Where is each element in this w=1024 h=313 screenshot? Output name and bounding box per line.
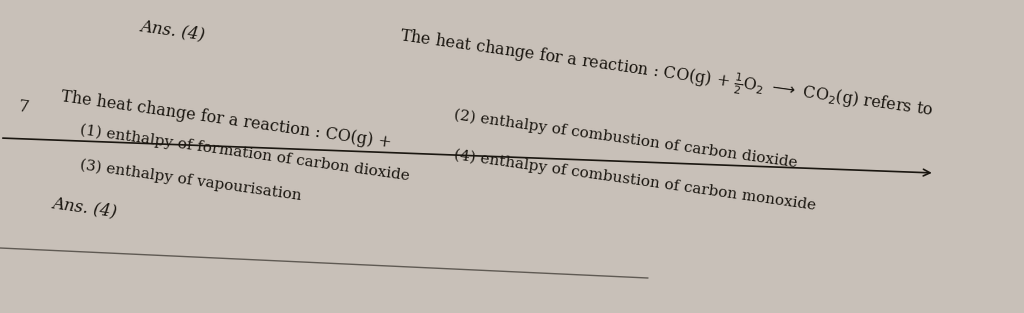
Text: Ans. (4): Ans. (4) xyxy=(139,18,206,44)
Text: (4) enthalpy of combustion of carbon monoxide: (4) enthalpy of combustion of carbon mon… xyxy=(454,148,817,213)
Text: The heat change for a reaction : CO(g) + $\frac{1}{2}$O$_2$ $\longrightarrow$ CO: The heat change for a reaction : CO(g) +… xyxy=(398,23,935,123)
Text: 7: 7 xyxy=(16,98,30,116)
Text: The heat change for a reaction : CO(g) +: The heat change for a reaction : CO(g) + xyxy=(60,88,393,151)
Text: Ans. (4): Ans. (4) xyxy=(51,195,118,221)
Text: (1) enthalpy of formation of carbon dioxide: (1) enthalpy of formation of carbon diox… xyxy=(79,123,411,183)
Text: (3) enthalpy of vapourisation: (3) enthalpy of vapourisation xyxy=(79,158,302,203)
Text: (2) enthalpy of combustion of carbon dioxide: (2) enthalpy of combustion of carbon dio… xyxy=(454,108,799,171)
